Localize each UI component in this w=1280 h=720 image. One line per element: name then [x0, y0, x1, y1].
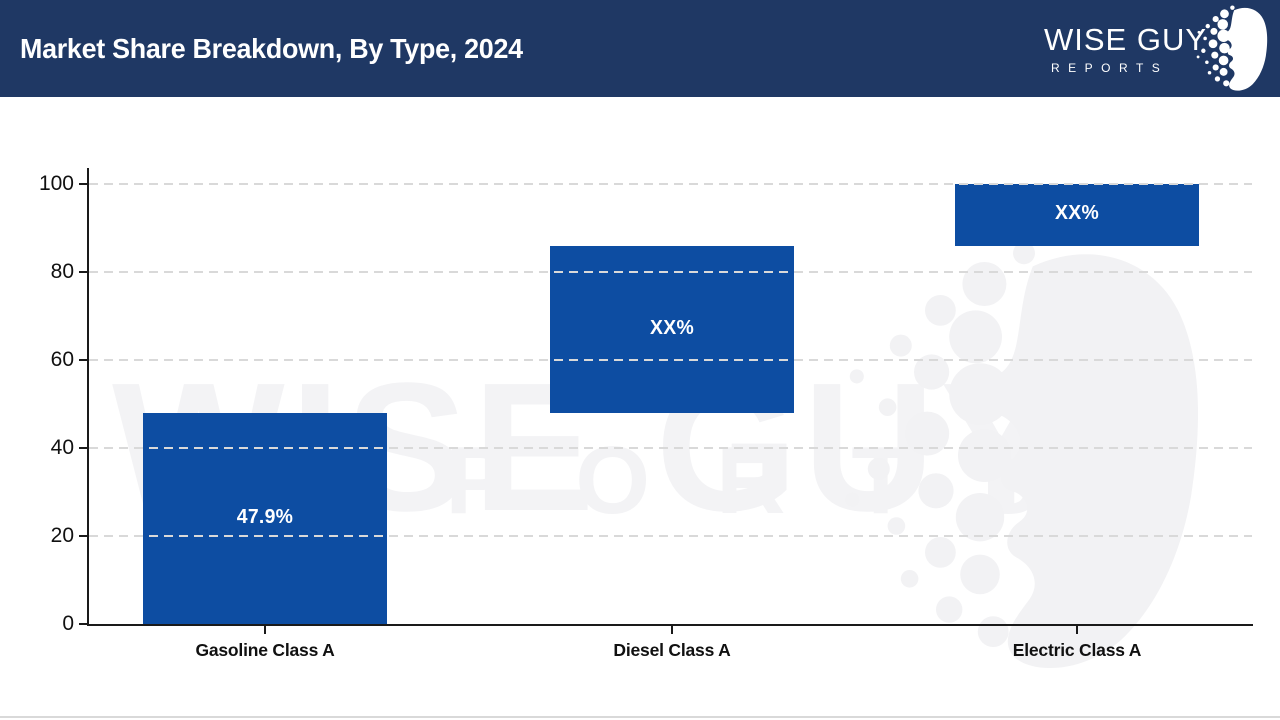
- brand-subname: REPORTS: [1051, 61, 1169, 75]
- chart-plot-area: WISE GUY REPORTS 0 20 40 60 80 100 47.9% Gasoli…: [0, 97, 1280, 720]
- gridline-100: [89, 183, 1252, 185]
- bar-1: [550, 246, 794, 414]
- y-tick-mark-20: [79, 535, 87, 537]
- y-tick-mark-40: [79, 447, 87, 449]
- dotted-head-icon: [1184, 4, 1272, 94]
- x-category-label-1: Diesel Class A: [613, 640, 731, 660]
- x-tick-mark-1: [671, 626, 673, 634]
- x-category-label-2: Electric Class A: [1012, 640, 1142, 660]
- bar-2: [955, 184, 1199, 247]
- x-category-label-0: Gasoline Class A: [195, 640, 335, 660]
- brand-name: WISE GUY: [1044, 22, 1208, 57]
- footer-divider: [0, 716, 1280, 718]
- x-tick-mark-0: [264, 626, 266, 634]
- bar-value-label-2: XX%: [1054, 202, 1100, 225]
- y-tick-label-20: 20: [50, 524, 74, 547]
- gridline-40: [89, 447, 1252, 449]
- y-tick-mark-60: [79, 359, 87, 361]
- y-tick-label-0: 0: [62, 612, 74, 635]
- x-tick-mark-2: [1076, 626, 1078, 634]
- y-tick-label-80: 80: [50, 260, 74, 283]
- y-tick-label-100: 100: [38, 172, 74, 195]
- y-tick-label-60: 60: [50, 348, 74, 371]
- gridline-80: [89, 271, 1252, 273]
- gridline-20: [89, 535, 1252, 537]
- brand-logo: WISE GUY REPORTS: [1042, 0, 1280, 97]
- page-title: Market Share Breakdown, By Type, 2024: [20, 32, 523, 64]
- y-tick-label-40: 40: [50, 436, 74, 459]
- brand-text: WISE GUY REPORTS: [1044, 22, 1207, 75]
- gridline-60: [89, 359, 1252, 361]
- y-axis: [87, 168, 89, 624]
- x-axis: [87, 624, 1253, 626]
- bar-value-label-1: XX%: [649, 316, 695, 339]
- bar-value-label-0: 47.9%: [236, 505, 294, 528]
- y-tick-mark-0: [79, 623, 87, 625]
- y-tick-mark-100: [79, 183, 87, 185]
- y-tick-mark-80: [79, 271, 87, 273]
- header-bar: Market Share Breakdown, By Type, 2024 WI…: [0, 0, 1280, 97]
